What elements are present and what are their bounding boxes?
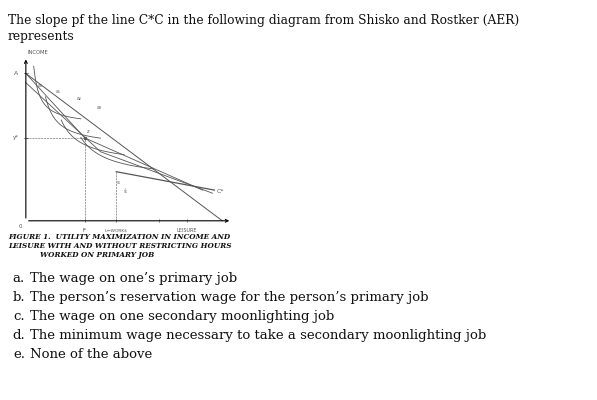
- Text: INCOME: INCOME: [28, 50, 48, 55]
- Text: 0: 0: [19, 224, 21, 230]
- Text: b.: b.: [13, 291, 25, 304]
- Text: The wage on one secondary moonlighting job: The wage on one secondary moonlighting j…: [30, 310, 334, 323]
- Text: The minimum wage necessary to take a secondary moonlighting job: The minimum wage necessary to take a sec…: [30, 329, 486, 342]
- Text: represents: represents: [8, 30, 75, 43]
- Text: a₁: a₁: [56, 90, 60, 94]
- Text: The slope pf the line C*C in the following diagram from Shisko and Rostker (AER): The slope pf the line C*C in the followi…: [8, 14, 519, 27]
- Text: e.: e.: [13, 348, 25, 361]
- Text: s: s: [116, 180, 119, 185]
- Text: FIGURE 1.  UTILITY MAXIMIZATION IN INCOME AND: FIGURE 1. UTILITY MAXIMIZATION IN INCOME…: [8, 233, 230, 241]
- Text: z: z: [87, 129, 90, 134]
- Text: LEISURE WITH AND WITHOUT RESTRICTING HOURS: LEISURE WITH AND WITHOUT RESTRICTING HOU…: [8, 242, 232, 250]
- Text: d.: d.: [13, 329, 25, 342]
- Text: a.: a.: [13, 272, 25, 285]
- Text: LEISURE: LEISURE: [177, 228, 197, 234]
- Text: l*: l*: [82, 228, 87, 234]
- Text: ŝ: ŝ: [124, 189, 127, 194]
- Text: A: A: [14, 71, 18, 76]
- Text: l₀←WORK$: l₀←WORK$: [105, 228, 128, 232]
- Text: None of the above: None of the above: [30, 348, 152, 361]
- Text: a₀: a₀: [38, 83, 42, 88]
- Text: a₂: a₂: [77, 96, 82, 100]
- Text: The wage on one’s primary job: The wage on one’s primary job: [30, 272, 237, 285]
- Text: y*: y*: [13, 136, 19, 140]
- Text: c.: c.: [13, 310, 25, 323]
- Text: The person’s reservation wage for the person’s primary job: The person’s reservation wage for the pe…: [30, 291, 429, 304]
- Text: WORKED ON PRIMARY JOB: WORKED ON PRIMARY JOB: [40, 251, 154, 259]
- Text: C*: C*: [216, 189, 224, 194]
- Text: a₃: a₃: [97, 105, 101, 110]
